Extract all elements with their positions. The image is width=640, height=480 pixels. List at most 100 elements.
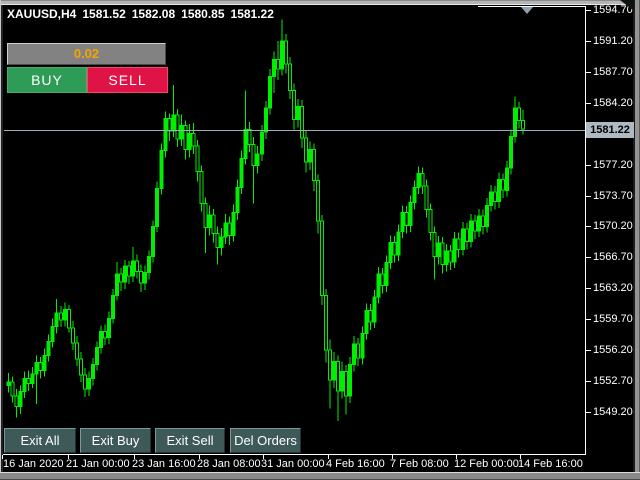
window-frame-top	[0, 1, 640, 4]
candle	[332, 351, 337, 389]
price-axis-label: 1556.20	[593, 344, 633, 356]
buy-button[interactable]: BUY	[7, 67, 87, 93]
candle	[456, 232, 461, 258]
candle	[227, 216, 232, 245]
time-axis-label: 16 Jan 2020	[3, 458, 64, 470]
candle	[505, 161, 509, 197]
candle	[94, 341, 99, 371]
candle	[119, 268, 124, 291]
chart-title: XAUUSD,H4 1581.52 1582.08 1580.85 1581.22	[7, 7, 280, 21]
high-value: 1582.08	[131, 7, 176, 21]
candle	[336, 355, 341, 421]
current-price-label: 1581.22	[586, 122, 634, 138]
candle	[26, 370, 31, 391]
candle	[175, 109, 180, 147]
sell-button[interactable]: SELL	[87, 67, 168, 93]
candle	[14, 389, 19, 418]
open-value: 1581.52	[82, 7, 126, 21]
candle	[219, 228, 224, 256]
close-value: 1581.22	[230, 7, 274, 21]
candle	[107, 311, 111, 344]
candle	[151, 220, 156, 263]
candle	[412, 180, 417, 210]
price-axis-tick	[586, 319, 591, 320]
window-frame-right	[635, 0, 639, 480]
candle	[251, 137, 256, 204]
candle	[30, 366, 35, 389]
candle	[517, 101, 521, 129]
window-corner-notch	[620, 0, 634, 11]
candle	[424, 179, 429, 218]
candle	[42, 348, 47, 377]
price-axis-label: 1570.20	[593, 220, 633, 232]
time-axis-label: 7 Feb 08:00	[390, 458, 449, 470]
symbol-timeframe-label: XAUUSD,H4	[7, 7, 77, 21]
candle	[66, 305, 71, 333]
candle	[191, 123, 196, 154]
candle	[287, 56, 292, 100]
candle	[183, 120, 188, 160]
candle	[324, 289, 329, 363]
candle	[38, 357, 43, 379]
price-axis-label: 1566.70	[593, 251, 633, 263]
candle	[231, 204, 236, 242]
candle	[223, 214, 228, 245]
candle	[171, 85, 176, 138]
candle	[448, 245, 453, 270]
candle	[62, 302, 67, 327]
price-axis-tick	[586, 226, 591, 227]
chart-shift-marker-icon[interactable]	[521, 7, 533, 14]
candle	[139, 264, 144, 292]
candle	[46, 334, 51, 362]
time-axis-label: 28 Jan 08:00	[197, 458, 261, 470]
price-axis-line	[585, 6, 586, 455]
time-axis-label: 31 Jan 00:00	[261, 458, 325, 470]
candle	[308, 141, 312, 170]
candle	[464, 222, 469, 250]
time-axis-label: 4 Feb 16:00	[326, 458, 385, 470]
window-frame-top	[0, 0, 640, 1]
candle	[484, 198, 489, 233]
lot-size-field[interactable]: 0.02	[7, 43, 166, 65]
window-frame-left	[0, 0, 1, 480]
time-axis-label: 23 Jan 16:00	[132, 458, 196, 470]
candle	[239, 150, 244, 194]
window-frame-right	[633, 0, 635, 480]
candle	[247, 122, 252, 153]
candle	[372, 290, 377, 329]
candle	[267, 69, 272, 115]
candle	[344, 365, 349, 415]
candle	[215, 226, 220, 265]
price-axis-label: 1584.20	[593, 97, 633, 109]
candle	[135, 254, 140, 279]
price-axis-tick	[586, 288, 591, 289]
exit-all-button[interactable]: Exit All	[4, 428, 76, 453]
time-axis-tick	[520, 455, 521, 459]
candle	[400, 205, 405, 238]
candle	[207, 205, 212, 236]
candle	[300, 100, 304, 148]
window-frame-top	[0, 4, 640, 5]
time-axis-tick	[134, 455, 135, 459]
exit-sell-button[interactable]: Exit Sell	[155, 428, 225, 453]
candle	[380, 268, 385, 294]
candle	[509, 129, 513, 175]
candle	[480, 209, 485, 235]
candle	[86, 371, 91, 397]
candle	[392, 236, 397, 263]
del-orders-button[interactable]: Del Orders	[230, 428, 301, 453]
candle	[384, 255, 389, 292]
exit-buy-button[interactable]: Exit Buy	[80, 428, 151, 453]
candle	[488, 184, 493, 212]
price-axis-tick	[586, 381, 591, 382]
time-axis-tick	[199, 455, 200, 459]
candle	[235, 179, 240, 220]
chart-top-border	[478, 6, 586, 7]
price-axis-tick	[586, 412, 591, 413]
candle	[295, 99, 300, 128]
price-axis-label: 1577.20	[593, 159, 633, 171]
candle	[396, 224, 401, 261]
candle	[34, 355, 39, 404]
